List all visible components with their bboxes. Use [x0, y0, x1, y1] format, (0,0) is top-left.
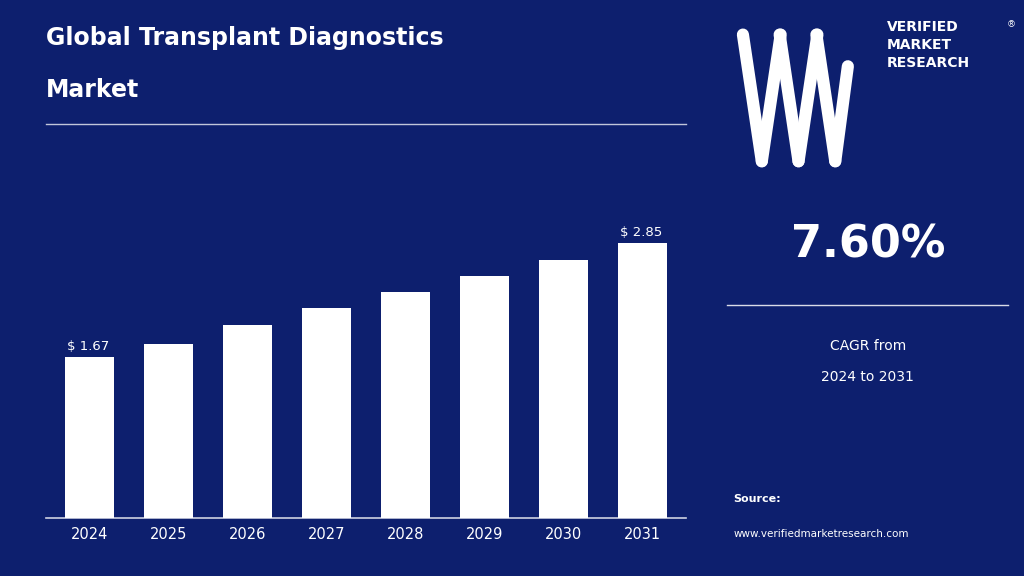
- Text: 2024 to 2031: 2024 to 2031: [821, 370, 914, 384]
- Bar: [381, 292, 430, 518]
- Bar: [302, 308, 351, 518]
- Text: $ 1.67: $ 1.67: [68, 340, 110, 353]
- Text: www.verifiedmarketresearch.com: www.verifiedmarketresearch.com: [733, 529, 909, 539]
- Text: Million: Million: [621, 248, 664, 260]
- Text: Global Transplant Diagnostics: Global Transplant Diagnostics: [46, 26, 443, 50]
- Bar: [539, 260, 588, 518]
- Text: CAGR from: CAGR from: [829, 339, 906, 353]
- Text: Market: Market: [46, 78, 139, 102]
- Bar: [66, 357, 114, 518]
- Text: Million: Million: [68, 362, 111, 374]
- Text: 7.60%: 7.60%: [791, 223, 945, 266]
- Bar: [618, 242, 667, 518]
- Bar: [144, 344, 194, 518]
- Text: $ 2.85: $ 2.85: [621, 226, 663, 238]
- Bar: [460, 276, 509, 518]
- Text: VERIFIED
MARKET
RESEARCH: VERIFIED MARKET RESEARCH: [887, 20, 970, 70]
- Text: ®: ®: [1008, 20, 1016, 29]
- Bar: [223, 325, 272, 518]
- Text: Source:: Source:: [733, 494, 781, 504]
